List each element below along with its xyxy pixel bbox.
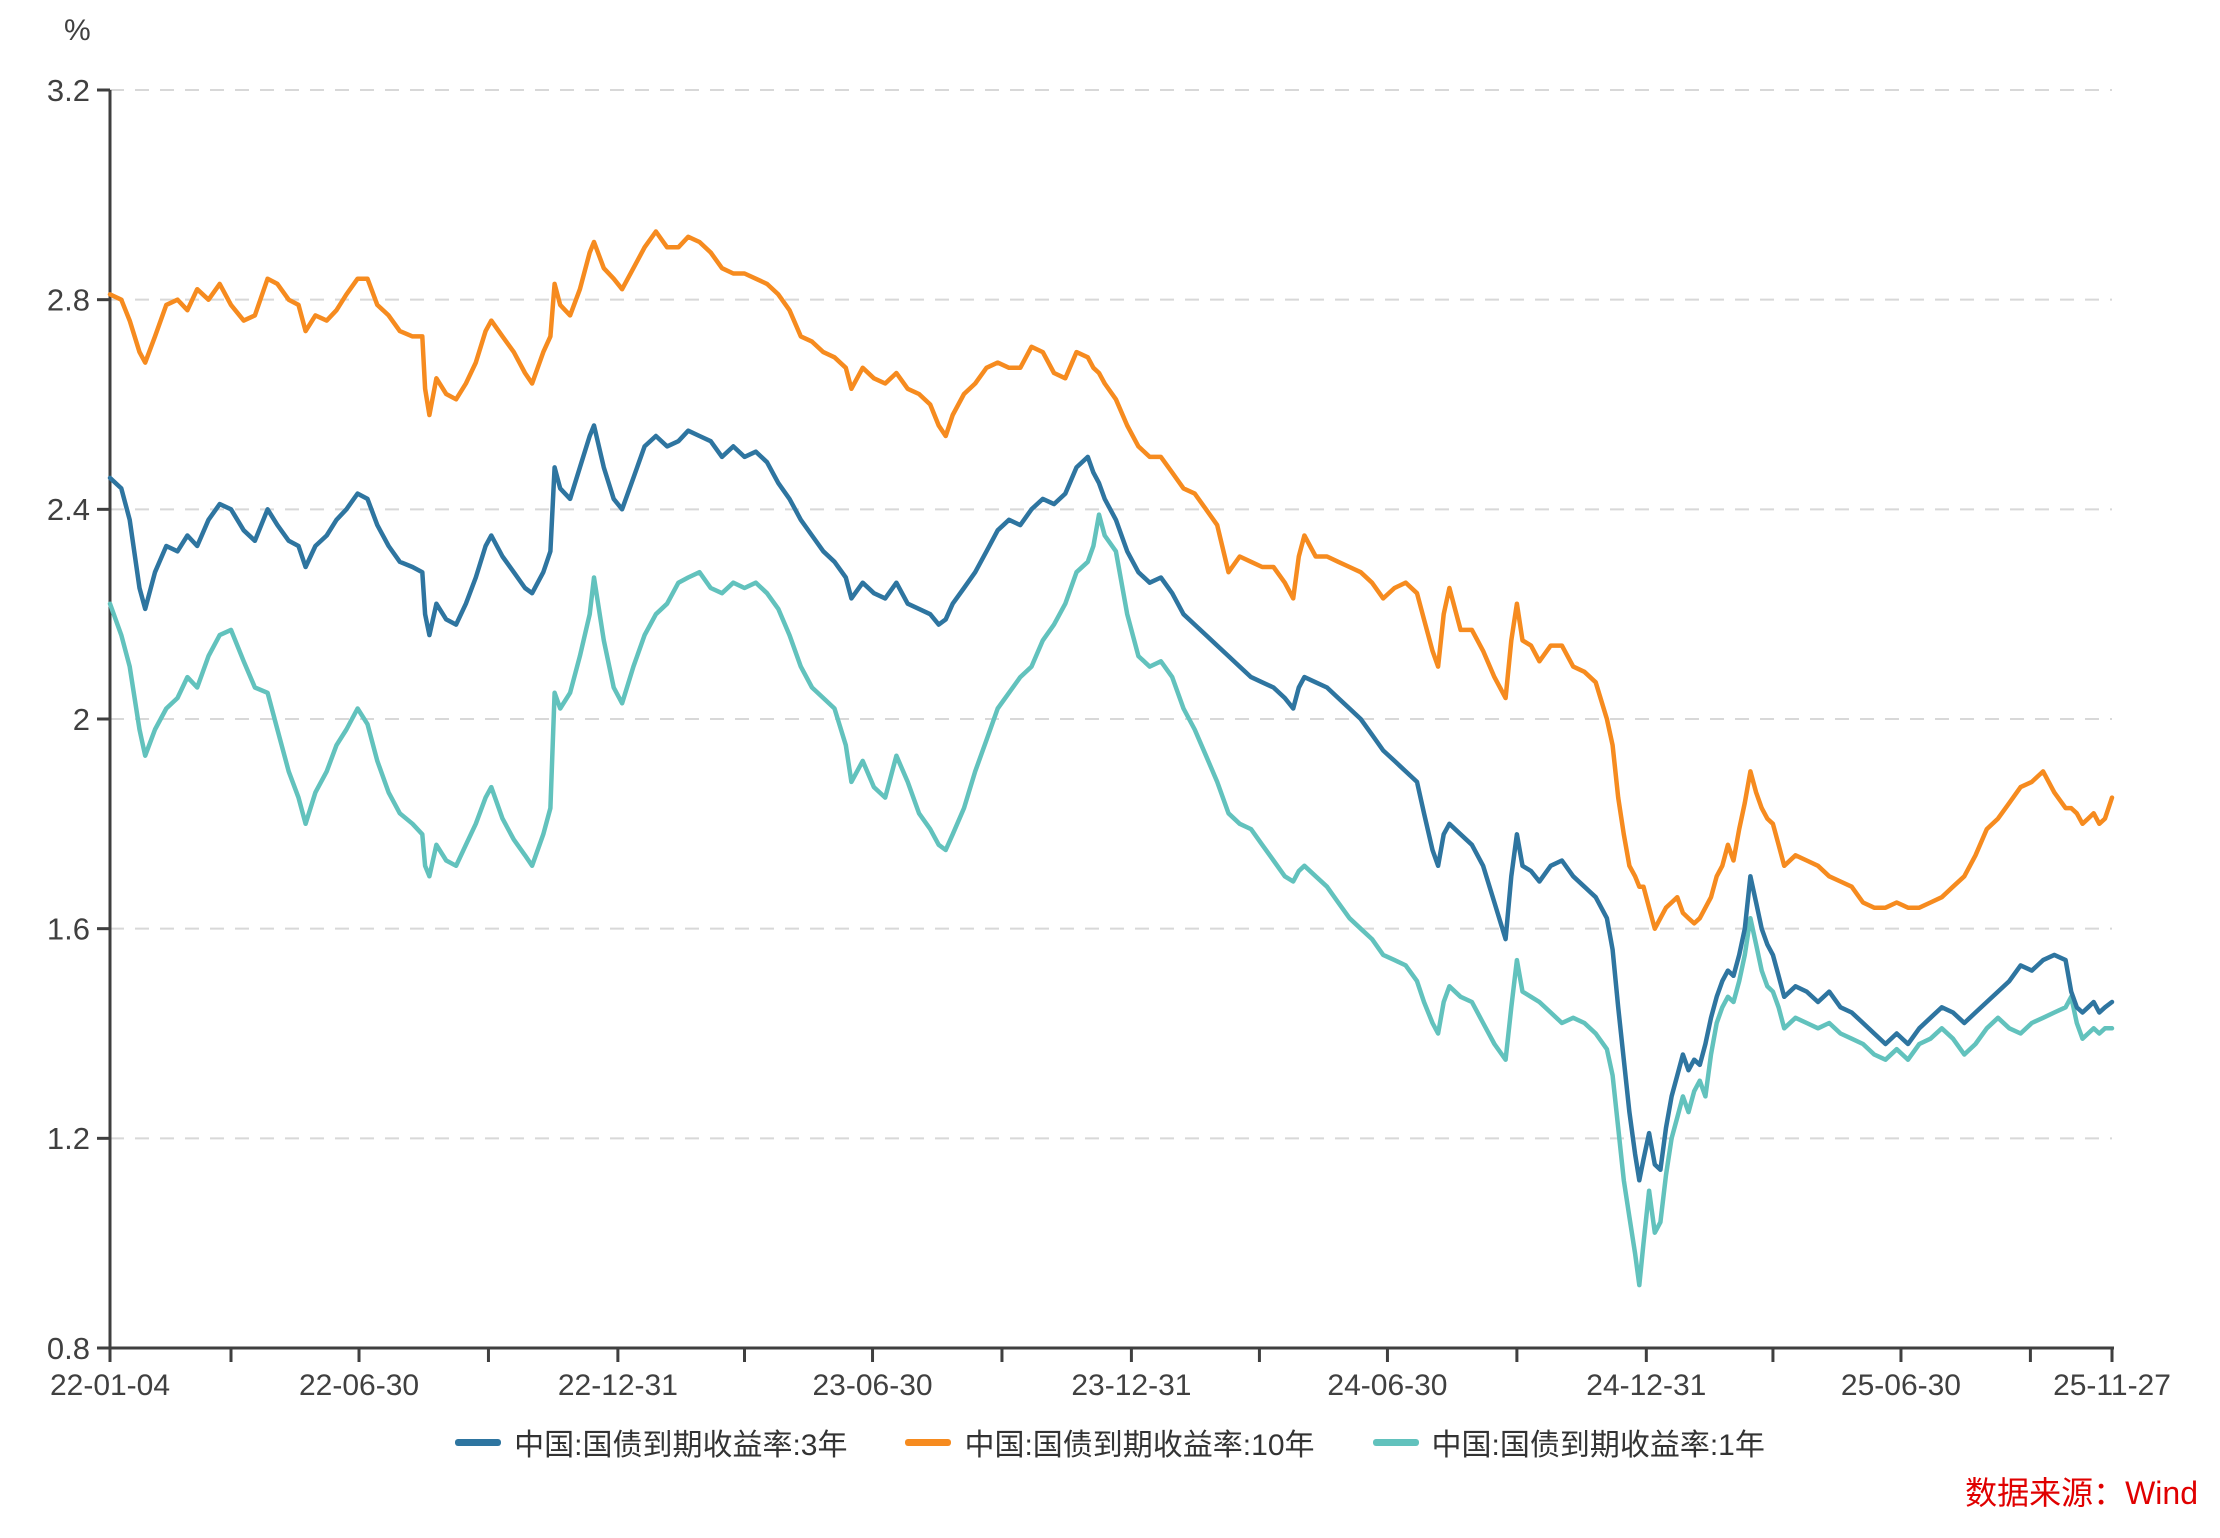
legend-label-3y: 中国:国债到期收益率:3年 bbox=[514, 1429, 848, 1462]
x-tick-label-23-12-31: 23-12-31 bbox=[1071, 1369, 1191, 1402]
x-tick-label-22-01-04: 22-01-04 bbox=[50, 1369, 170, 1402]
legend-item-10y: 中国:国债到期收益率:10年 bbox=[905, 1420, 1315, 1464]
legend-line-10y-icon bbox=[905, 1438, 952, 1446]
y-tick-label-1.6: 1.6 bbox=[47, 912, 90, 947]
y-tick-label-0.8: 0.8 bbox=[47, 1331, 90, 1366]
legend-label-10y: 中国:国债到期收益率:10年 bbox=[964, 1429, 1315, 1462]
y-tick-label-1.2: 1.2 bbox=[47, 1121, 90, 1156]
y-axis-unit-label: % bbox=[64, 14, 91, 47]
chart-legend: 中国:国债到期收益率:3年 中国:国债到期收益率:10年 中国:国债到期收益率:… bbox=[0, 1420, 2220, 1464]
y-tick-label-2.8: 2.8 bbox=[47, 283, 90, 318]
series-line-中国:国债到期收益率:3年 bbox=[107, 423, 2115, 1183]
data-source-note: 数据来源：Wind bbox=[1965, 1475, 2198, 1511]
y-tick-label-2.4: 2.4 bbox=[47, 492, 90, 527]
y-tick-label-2: 2 bbox=[73, 702, 90, 737]
series-line-中国:国债到期收益率:10年 bbox=[107, 229, 2115, 931]
x-tick-label-24-12-31: 24-12-31 bbox=[1586, 1369, 1706, 1402]
x-tick-label-24-06-30: 24-06-30 bbox=[1327, 1369, 1447, 1402]
x-tick-label-22-06-30: 22-06-30 bbox=[299, 1369, 419, 1402]
series-line-中国:国债到期收益率:1年 bbox=[107, 512, 2115, 1288]
x-tick-label-22-12-31: 22-12-31 bbox=[558, 1369, 678, 1402]
legend-line-3y-icon bbox=[455, 1438, 502, 1446]
x-tick-label-25-06-30: 25-06-30 bbox=[1841, 1369, 1961, 1402]
x-tick-label-23-06-30: 23-06-30 bbox=[812, 1369, 932, 1402]
legend-line-1y-icon bbox=[1372, 1438, 1419, 1446]
legend-item-1y: 中国:国债到期收益率:1年 bbox=[1372, 1420, 1765, 1464]
legend-label-1y: 中国:国债到期收益率:1年 bbox=[1431, 1429, 1765, 1462]
legend-item-3y: 中国:国债到期收益率:3年 bbox=[455, 1420, 847, 1464]
x-tick-label-25-11-27: 25-11-27 bbox=[2053, 1369, 2171, 1402]
y-tick-label-3.2: 3.2 bbox=[47, 73, 90, 108]
